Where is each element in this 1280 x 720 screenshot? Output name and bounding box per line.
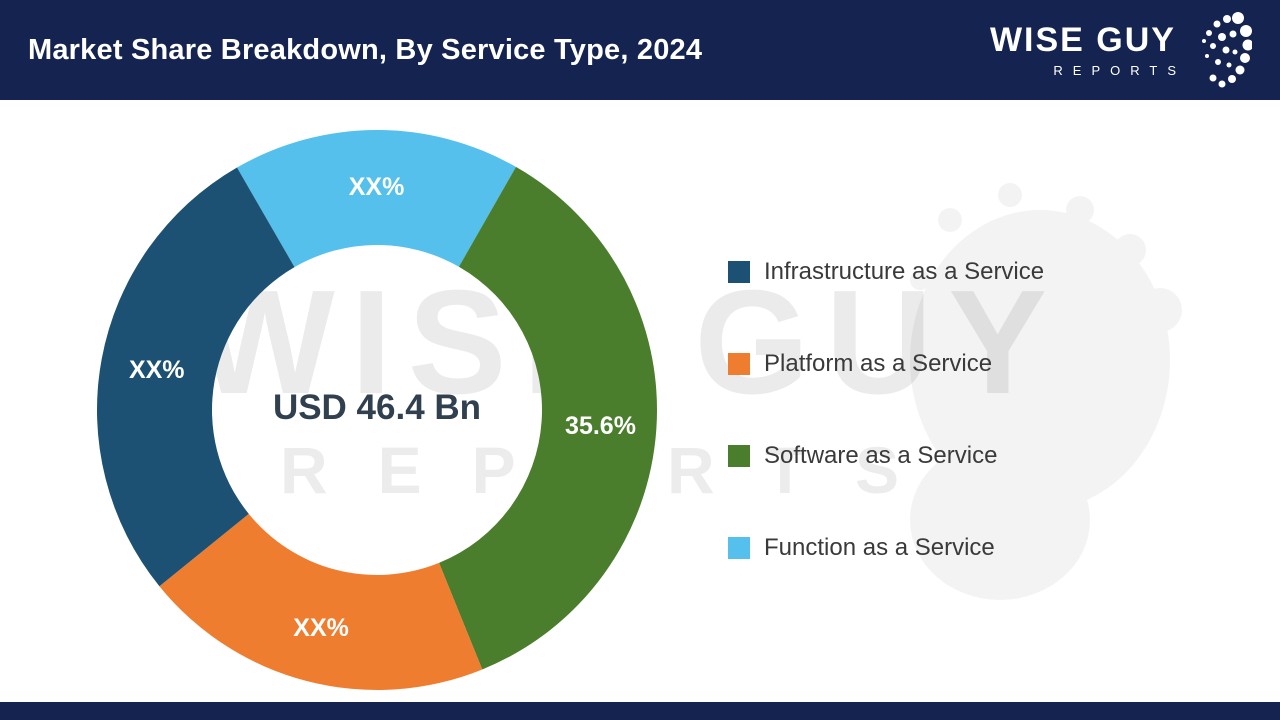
- legend-label: Infrastructure as a Service: [764, 258, 1045, 285]
- legend-swatch-platform: [728, 353, 750, 375]
- header-bar: Market Share Breakdown, By Service Type,…: [0, 0, 1280, 100]
- legend-item-platform: Platform as a Service: [728, 350, 1044, 378]
- legend-label: Function as a Service: [764, 534, 995, 561]
- chart-center-value: USD 46.4 Bn: [272, 388, 482, 427]
- donut-segment-function-as-a-service: [237, 130, 516, 268]
- brand-logo: WISE GUY REPORTS: [990, 10, 1252, 90]
- legend-label: Software as a Service: [764, 442, 998, 469]
- brand-head-icon: [1202, 12, 1252, 88]
- legend-swatch-function: [728, 537, 750, 559]
- segment-percentage-label: XX%: [129, 356, 185, 384]
- segment-percentage-label: 35.6%: [565, 412, 636, 440]
- legend-item-infrastructure: Infrastructure as a Service: [728, 258, 1044, 286]
- legend-swatch-software: [728, 445, 750, 467]
- footer-bar: [0, 702, 1280, 720]
- brand-name: WISE GUY: [989, 20, 1176, 59]
- legend-item-function: Function as a Service: [728, 534, 1044, 562]
- segment-percentage-label: XX%: [293, 614, 349, 642]
- legend-label: Platform as a Service: [764, 350, 993, 377]
- donut-segment-platform-as-a-service: [159, 513, 483, 691]
- donut-segment-infrastructure-as-a-service: [96, 167, 295, 587]
- legend-swatch-infrastructure: [728, 261, 750, 283]
- legend-item-software: Software as a Service: [728, 442, 1044, 470]
- brand-subtitle: REPORTS: [1053, 62, 1186, 78]
- donut-segment-software-as-a-service: [439, 166, 658, 670]
- brand-logo-text: WISE GUY REPORTS: [990, 23, 1176, 78]
- chart-legend: Infrastructure as a Service Platform as …: [728, 258, 1044, 562]
- page-title: Market Share Breakdown, By Service Type,…: [28, 33, 703, 66]
- segment-percentage-label: XX%: [349, 173, 405, 201]
- donut-chart: XX% 35.6% XX% XX%: [96, 130, 658, 691]
